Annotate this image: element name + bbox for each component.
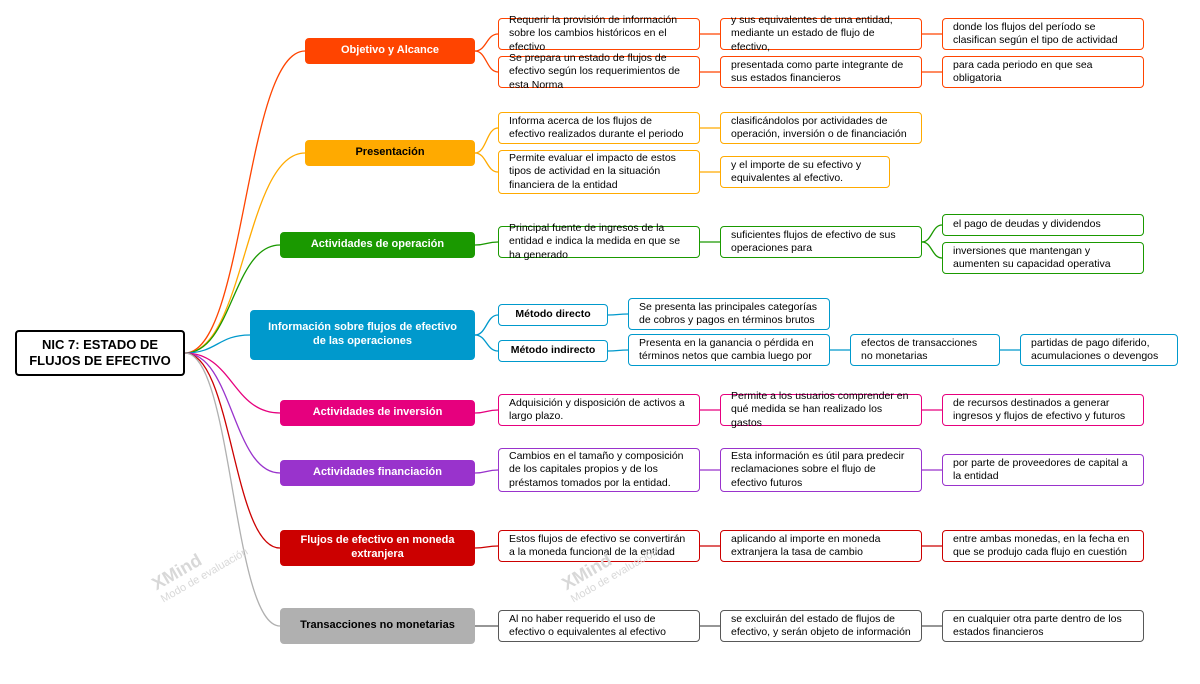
leaf-node: Permite a los usuarios comprender en qué… — [720, 394, 922, 426]
leaf-node: donde los flujos del período se clasific… — [942, 18, 1144, 50]
branch-b3: Información sobre flujos de efectivo de … — [250, 310, 475, 360]
leaf-node: entre ambas monedas, en la fecha en que … — [942, 530, 1144, 562]
leaf-node: suficientes flujos de efectivo de sus op… — [720, 226, 922, 258]
leaf-node: Método indirecto — [498, 340, 608, 362]
branch-b4: Actividades de inversión — [280, 400, 475, 426]
leaf-node: por parte de proveedores de capital a la… — [942, 454, 1144, 486]
leaf-node: Esta información es útil para predecir r… — [720, 448, 922, 492]
leaf-node: Cambios en el tamaño y composición de lo… — [498, 448, 700, 492]
branch-b6: Flujos de efectivo en moneda extranjera — [280, 530, 475, 566]
leaf-node: inversiones que mantengan y aumenten su … — [942, 242, 1144, 274]
leaf-node: presentada como parte integrante de sus … — [720, 56, 922, 88]
leaf-node: Se prepara un estado de flujos de efecti… — [498, 56, 700, 88]
leaf-node: Requerir la provisión de información sob… — [498, 18, 700, 50]
leaf-node: para cada periodo en que sea obligatoria — [942, 56, 1144, 88]
watermark: XMindModo de evaluación — [148, 528, 250, 606]
branch-b1: Presentación — [305, 140, 475, 166]
leaf-node: Permite evaluar el impacto de estos tipo… — [498, 150, 700, 194]
leaf-node: Estos flujos de efectivo se convertirán … — [498, 530, 700, 562]
leaf-node: en cualquier otra parte dentro de los es… — [942, 610, 1144, 642]
branch-b5: Actividades financiación — [280, 460, 475, 486]
leaf-node: Principal fuente de ingresos de la entid… — [498, 226, 700, 258]
leaf-node: el pago de deudas y dividendos — [942, 214, 1144, 236]
root-node: NIC 7: ESTADO DE FLUJOS DE EFECTIVO — [15, 330, 185, 376]
leaf-node: y el importe de su efectivo y equivalent… — [720, 156, 890, 188]
leaf-node: Adquisición y disposición de activos a l… — [498, 394, 700, 426]
leaf-node: efectos de transacciones no monetarias — [850, 334, 1000, 366]
leaf-node: de recursos destinados a generar ingreso… — [942, 394, 1144, 426]
leaf-node: Se presenta las principales categorías d… — [628, 298, 830, 330]
branch-b7: Transacciones no monetarias — [280, 608, 475, 644]
leaf-node: Método directo — [498, 304, 608, 326]
leaf-node: Presenta en la ganancia o pérdida en tér… — [628, 334, 830, 366]
leaf-node: partidas de pago diferido, acumulaciones… — [1020, 334, 1178, 366]
leaf-node: Informa acerca de los flujos de efectivo… — [498, 112, 700, 144]
leaf-node: Al no haber requerido el uso de efectivo… — [498, 610, 700, 642]
leaf-node: clasificándolos por actividades de opera… — [720, 112, 922, 144]
branch-b0: Objetivo y Alcance — [305, 38, 475, 64]
leaf-node: y sus equivalentes de una entidad, media… — [720, 18, 922, 50]
leaf-node: se excluirán del estado de flujos de efe… — [720, 610, 922, 642]
leaf-node: aplicando al importe en moneda extranjer… — [720, 530, 922, 562]
branch-b2: Actividades de operación — [280, 232, 475, 258]
